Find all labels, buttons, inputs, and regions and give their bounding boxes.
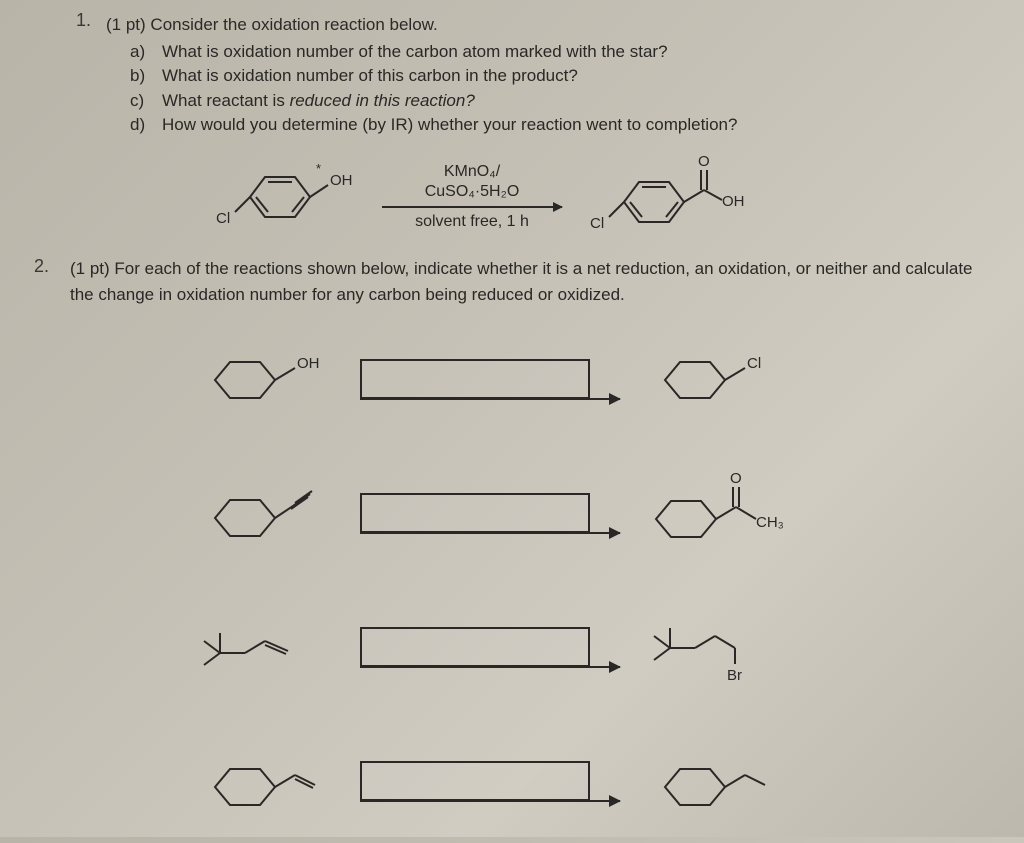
r4-answer-box[interactable] bbox=[360, 761, 590, 801]
r3-arrow bbox=[360, 666, 620, 668]
q1c-italic: reduced in this reaction? bbox=[290, 91, 475, 110]
q1b-text: What is oxidation number of this carbon … bbox=[162, 64, 578, 89]
reaction-row-2: O CH₃ bbox=[190, 473, 1004, 555]
r2-ch3-label: CH₃ bbox=[756, 514, 784, 531]
q1-stem: Consider the oxidation reaction below. bbox=[150, 15, 437, 34]
q2-number: 2. bbox=[34, 256, 49, 277]
r1-answer-box[interactable] bbox=[360, 359, 590, 399]
q1a-letter: a) bbox=[130, 40, 152, 65]
r1-cl-label: Cl bbox=[747, 355, 761, 372]
r4-product bbox=[645, 743, 785, 821]
q1d-text: How would you determine (by IR) whether … bbox=[162, 113, 737, 138]
r3-product: Br bbox=[640, 610, 790, 686]
r1-product: Cl bbox=[645, 340, 785, 420]
q1-points: (1 pt) bbox=[106, 15, 146, 34]
r4-arrow bbox=[360, 800, 620, 802]
q1c-pre: What reactant is bbox=[162, 91, 290, 110]
q2-points: (1 pt) bbox=[70, 259, 110, 278]
r3-br-label: Br bbox=[727, 667, 742, 684]
star-marker: * bbox=[316, 161, 321, 176]
q1c-letter: c) bbox=[130, 89, 152, 114]
r3-answer-box[interactable] bbox=[360, 627, 590, 667]
reagent-mid: CuSO₄·5H₂O bbox=[425, 182, 520, 202]
reaction-scheme: Cl OH * KMnO₄/ CuSO₄·5H₂O solvent free, … bbox=[210, 152, 1004, 242]
q2-text: For each of the reactions shown below, i… bbox=[70, 259, 973, 304]
r2-product: O CH₃ bbox=[640, 471, 790, 557]
reactant-cl-label: Cl bbox=[216, 210, 230, 227]
q1d-letter: d) bbox=[130, 113, 152, 138]
r2-reactant bbox=[195, 474, 335, 554]
r2-arrow bbox=[360, 532, 620, 534]
r2-answer-box[interactable] bbox=[360, 493, 590, 533]
reaction-list: OH Cl bbox=[190, 339, 1004, 823]
reaction-row-4 bbox=[190, 741, 1004, 823]
r1-reactant: OH bbox=[195, 340, 335, 420]
reaction-row-1: OH Cl bbox=[190, 339, 1004, 421]
product-cl-label: Cl bbox=[590, 215, 604, 232]
r4-reactant bbox=[195, 743, 335, 821]
reagent-top: KMnO₄/ bbox=[444, 162, 500, 182]
reactant-oh-label: OH bbox=[330, 172, 353, 189]
reaction-arrow: KMnO₄/ CuSO₄·5H₂O solvent free, 1 h bbox=[382, 162, 562, 232]
q1-subparts: a) What is oxidation number of the carbo… bbox=[130, 40, 1004, 139]
q1a-text: What is oxidation number of the carbon a… bbox=[162, 40, 668, 65]
reaction-row-3: Br bbox=[190, 607, 1004, 689]
r1-oh-label: OH bbox=[297, 355, 320, 372]
reaction-conditions: solvent free, 1 h bbox=[415, 212, 529, 232]
r2-o-label: O bbox=[730, 470, 742, 487]
r3-reactant bbox=[190, 613, 340, 683]
product-oh-label: OH bbox=[722, 193, 745, 210]
product-structure: Cl O OH bbox=[584, 152, 754, 242]
product-o-label: O bbox=[698, 153, 710, 170]
q1b-letter: b) bbox=[130, 64, 152, 89]
q1-number: 1. bbox=[76, 10, 91, 31]
reactant-structure: Cl OH * bbox=[210, 157, 360, 237]
r1-arrow bbox=[360, 398, 620, 400]
